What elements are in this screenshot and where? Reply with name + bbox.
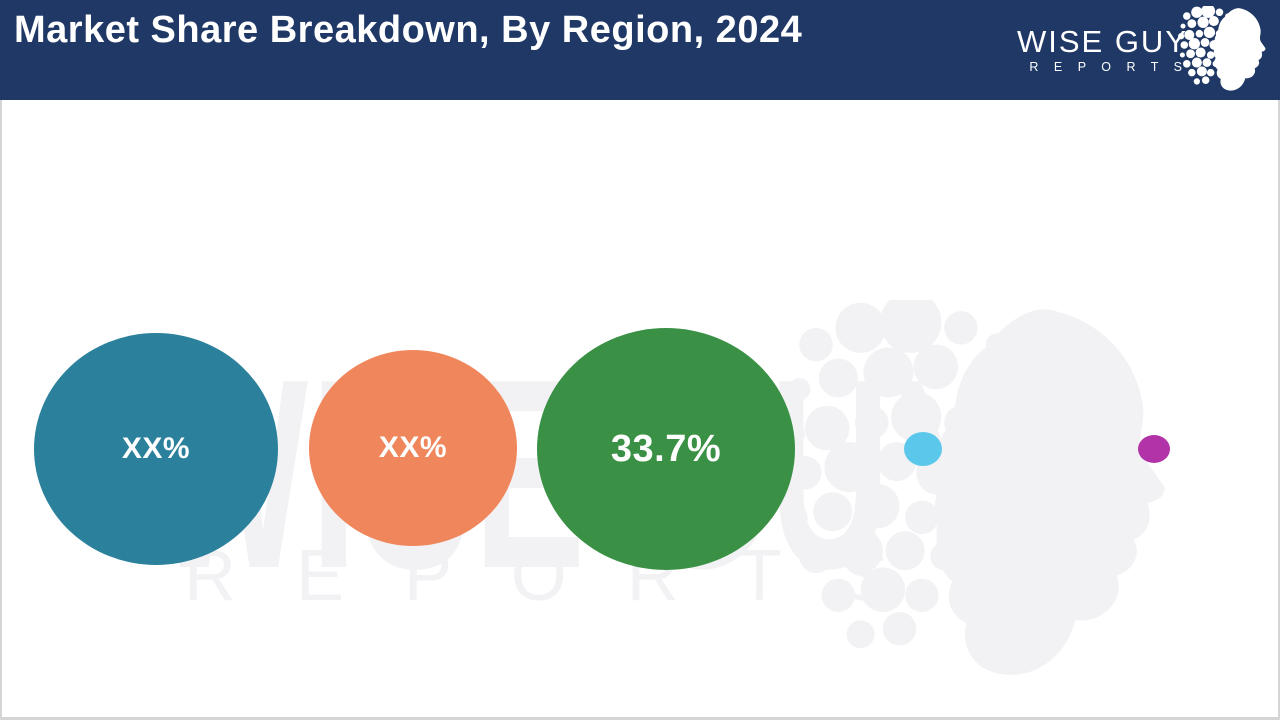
bubble-apac: 33.7% <box>537 328 795 570</box>
brand-tagline: R E P O R T S <box>1029 60 1188 75</box>
bubble-south-america <box>904 432 942 466</box>
bubble-north-america: XX% <box>34 333 278 565</box>
brand-logo: WISE GUY R E P O R T S <box>1017 6 1266 94</box>
bubble-value-apac: 33.7% <box>610 427 722 470</box>
chart-area: WISE GUY R E P O R T S XX%North AmericaX… <box>0 100 1280 720</box>
watermark-brand-subtext: R E P O R T S <box>184 536 909 616</box>
bubble-value-europe: XX% <box>378 431 448 464</box>
brand-text: WISE GUY R E P O R T S <box>1016 23 1188 75</box>
watermark-head-icon <box>777 300 1167 690</box>
bubble-mea <box>1138 435 1170 463</box>
chart-title: Market Share Breakdown, By Region, 2024 <box>14 9 803 51</box>
header-bar: Market Share Breakdown, By Region, 2024 … <box>0 0 1280 100</box>
brand-name: WISE GUY <box>1016 23 1188 59</box>
bubble-europe: XX% <box>309 350 517 546</box>
bubble-value-north-america: XX% <box>121 432 191 465</box>
brand-head-icon <box>1178 6 1266 94</box>
